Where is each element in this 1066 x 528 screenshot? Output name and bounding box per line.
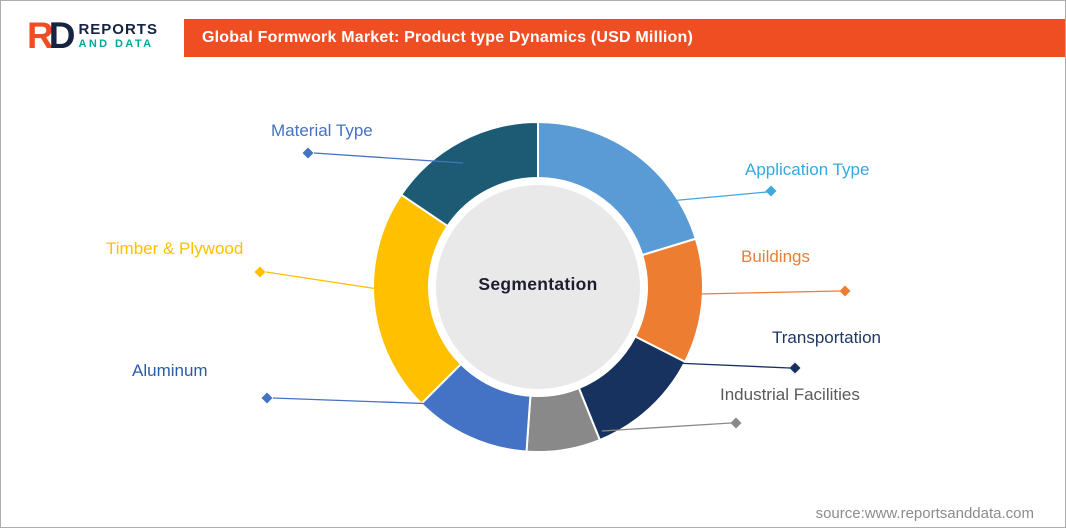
title-banner: Global Formwork Market: Product type Dyn… (184, 19, 1065, 57)
segment-label-industrial-facilities: Industrial Facilities (720, 385, 860, 404)
segment-label-buildings: Buildings (741, 247, 810, 266)
donut-center-label: Segmentation (478, 274, 598, 294)
diamond-marker-industrial-facilities (730, 417, 742, 429)
logo-line-and-data: AND DATA (78, 37, 154, 50)
source-text: source:www.reportsanddata.com (815, 505, 1034, 522)
segment-label-material-type: Material Type (271, 121, 373, 140)
diamond-marker-material-type (302, 147, 314, 159)
callout-line-application-type (668, 191, 768, 202)
segment-label-timber-plywood: Timber & Plywood (106, 239, 244, 258)
callout-line-material-type (313, 152, 464, 164)
diamond-marker-buildings (839, 285, 851, 297)
callout-line-industrial-facilities (601, 422, 732, 432)
logo-text: REPORTS AND DATA (78, 21, 158, 51)
donut-center-circle (436, 185, 640, 389)
diamond-marker-aluminum (261, 392, 273, 404)
reports-and-data-logo: R D REPORTS AND DATA (27, 17, 158, 54)
callout-line-transportation (673, 362, 791, 369)
diamond-marker-application-type (765, 185, 777, 197)
page-title: Global Formwork Market: Product type Dyn… (202, 29, 693, 46)
segment-label-aluminum: Aluminum (132, 361, 208, 380)
diamond-marker-timber-plywood (254, 266, 266, 278)
logo-line-reports: REPORTS (78, 20, 158, 38)
callout-line-timber-plywood (265, 271, 379, 290)
callout-line-buildings (697, 290, 841, 295)
donut-segment-material-type (400, 121, 539, 228)
segment-label-application-type: Application Type (745, 160, 870, 179)
segment-label-transportation: Transportation (772, 328, 881, 347)
diamond-marker-transportation (789, 362, 801, 374)
callout-line-aluminum (272, 397, 466, 406)
